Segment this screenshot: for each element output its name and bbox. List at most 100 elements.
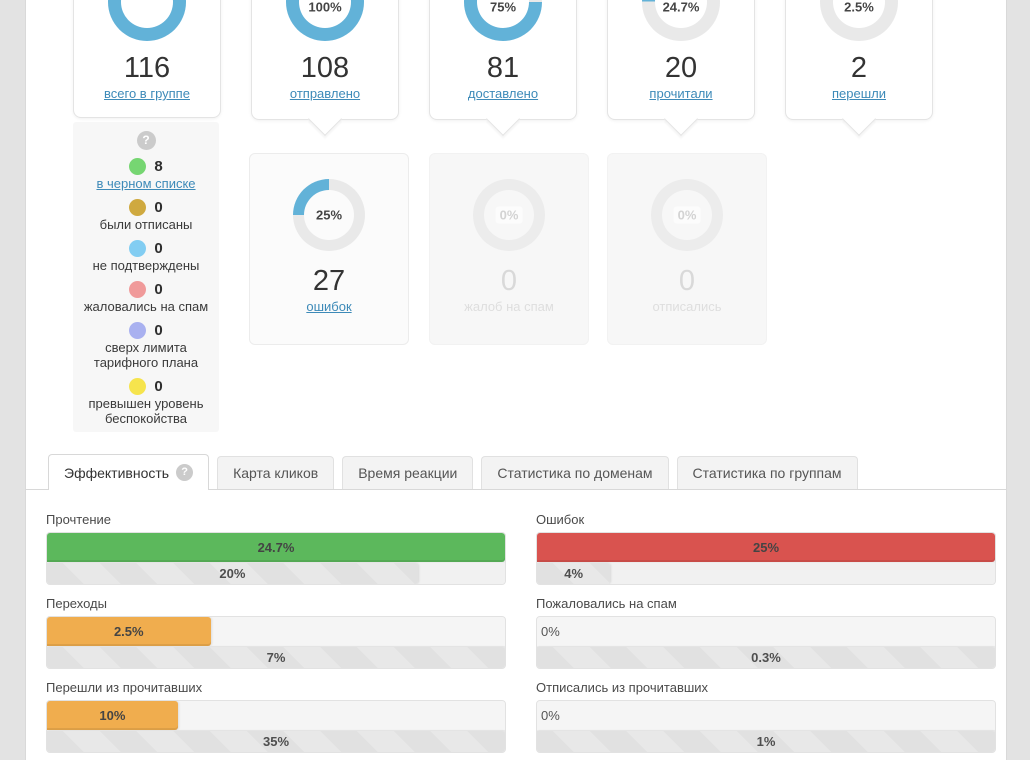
metric-bars: 24.7% 20% [46,532,506,585]
legend-dot-green [129,158,147,175]
stat-value: 27 [312,265,346,297]
donut-chart [473,179,545,251]
metric-label: Пожаловались на спам [536,596,677,611]
bar-average-label: 4% [564,566,584,581]
donut-percent-badge: 0% [673,206,701,224]
tab-label: Карта кликов [233,465,319,481]
bar-average-label: 7% [266,650,286,665]
donut-read: 24.7% [642,0,720,41]
metric-spam-complaints: Пожаловались на спам 0% 0.3% [536,595,996,669]
metric-clicked-from-read: Перешли из прочитавших 10% 35% [46,679,506,753]
metric-bars: 0% 0.3% [536,616,996,669]
metric-average-bar: 35% [47,730,505,752]
legend-item-spam-complaints: 0 жаловались на спам [73,281,219,314]
metric-bars: 10% 35% [46,700,506,753]
legend-dot-blue [129,240,147,257]
tab-reaction-time[interactable]: Время реакции [342,456,474,489]
donut-errors: 25% [293,179,365,251]
tab-label: Время реакции [358,465,458,481]
stat-card-spam-complaints: 0% 0 жалоб на спам [429,153,589,345]
metric-unsubscribed-from-read: Отписались из прочитавших 0% 1% [536,679,996,753]
legend-link-blacklist[interactable]: в черном списке [96,176,196,191]
legend-count: 0 [154,378,163,395]
tab-label: Статистика по группам [692,465,842,481]
help-icon[interactable]: ? [176,464,194,481]
stat-label-unsubscribed: отписались [652,299,722,314]
tab-effectiveness[interactable]: Эффективность ? [48,454,210,490]
donut-percent-badge: 24.7% [658,0,704,16]
bar-average-label: 1% [756,734,776,749]
donut-percent-badge: 2.5% [840,0,878,16]
legend-item-unconfirmed: 0 не подтверждены [73,240,219,273]
bar-value-label: 0% [541,708,560,723]
stat-value: 0 [500,265,518,297]
donut-percent-badge: 25% [311,206,347,224]
legend-label: были отписаны [99,217,193,232]
help-icon[interactable]: ? [136,131,156,150]
tab-click-map[interactable]: Карта кликов [217,456,335,489]
metric-value-bar: 0% [537,617,995,646]
stat-card-total: 116 всего в группе [73,0,221,118]
stat-link-errors[interactable]: ошибок [306,299,352,314]
legend-dot-violet [129,322,147,339]
stat-value: 108 [300,52,350,84]
tab-label: Эффективность [64,464,170,481]
bar-value-label: 10% [99,708,126,723]
stat-value: 20 [664,52,698,84]
metric-value-bar: 2.5% [47,617,505,646]
legend-dot-pink [129,281,147,298]
bar-average-label: 0.3% [751,650,781,665]
metric-value-bar: 24.7% [47,533,505,562]
stat-value: 2 [850,52,868,84]
metric-average-bar: 20% [47,562,505,584]
stat-value: 0 [678,265,696,297]
legend-count: 0 [154,240,163,257]
metric-value-bar: 0% [537,701,995,730]
content-panel: 116 всего в группе 100% 108 отправлено 7… [25,0,1007,760]
stat-card-sent: 100% 108 отправлено [251,0,399,120]
donut-sent: 100% [286,0,364,41]
legend-item-unsubscribed: 0 были отписаны [73,199,219,232]
metric-average-bar: 0.3% [537,646,995,668]
legend-label: превышен уровень беспокойства [88,396,204,426]
legend-item-over-limit: 0 сверх лимита тарифного плана [73,322,219,370]
stat-card-delivered: 75% 81 доставлено [429,0,577,120]
stat-link-delivered[interactable]: доставлено [467,86,539,101]
legend-dot-olive [129,199,147,216]
stat-link-sent[interactable]: отправлено [289,86,361,101]
bar-average-label: 35% [262,734,290,749]
metrics-left-column: Прочтение 24.7% 20% Переходы [46,511,506,760]
legend-count: 0 [154,322,163,339]
metric-reading: Прочтение 24.7% 20% [46,511,506,585]
metric-average-bar: 1% [537,730,995,752]
legend-count: 0 [154,199,163,216]
effectiveness-panel: Прочтение 24.7% 20% Переходы [46,511,996,760]
metric-bars: 25% 4% [536,532,996,585]
metric-label: Перешли из прочитавших [46,680,203,695]
stat-link-total[interactable]: всего в группе [104,86,190,101]
donut-spam: 0% [473,179,545,251]
metric-average-bar: 7% [47,646,505,668]
tab-label: Статистика по доменам [497,465,653,481]
tab-group-stats[interactable]: Статистика по группам [676,456,858,489]
metric-errors: Ошибок 25% 4% [536,511,996,585]
bar-value-label: 24.7% [257,540,295,555]
metric-average-bar: 4% [537,562,995,584]
legend-label: сверх лимита тарифного плана [93,340,199,370]
tab-domain-stats[interactable]: Статистика по доменам [481,456,669,489]
stat-link-clicked[interactable]: перешли [831,86,886,101]
donut-percent-badge: 0% [495,206,523,224]
stat-card-unsubscribed: 0% 0 отписались [607,153,767,345]
donut-clicked: 2.5% [820,0,898,41]
metric-label: Переходы [46,596,107,611]
legend-label: жаловались на спам [83,299,209,314]
bar-value-label: 0% [541,624,560,639]
stat-link-read[interactable]: прочитали [649,86,713,101]
donut-chart [108,0,186,41]
metric-value-bar: 25% [537,533,995,562]
stat-card-errors: 25% 27 ошибок [249,153,409,345]
donut-percent-badge: 100% [304,0,346,16]
metric-label: Отписались из прочитавших [536,680,709,695]
metric-value-bar: 10% [47,701,505,730]
